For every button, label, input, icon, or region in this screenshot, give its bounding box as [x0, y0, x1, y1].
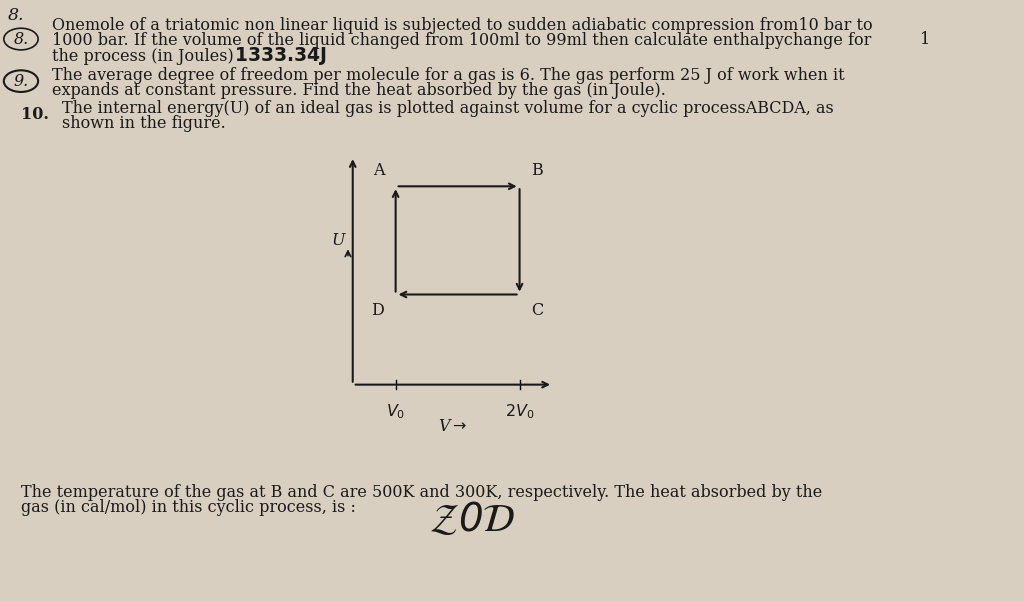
Text: 10.: 10.: [20, 106, 49, 123]
Text: V$\rightarrow$: V$\rightarrow$: [438, 418, 468, 435]
Text: D: D: [372, 302, 384, 319]
Text: $2V_0$: $2V_0$: [505, 403, 535, 421]
Text: The temperature of the gas at B and C are 500K and 300K, respectively. The heat : The temperature of the gas at B and C ar…: [20, 484, 822, 501]
Text: expands at constant pressure. Find the heat absorbed by the gas (in Joule).: expands at constant pressure. Find the h…: [52, 82, 667, 99]
Text: 8.: 8.: [13, 31, 29, 47]
Text: 1000 bar. If the volume of the liquid changed from 100ml to 99ml then calculate : 1000 bar. If the volume of the liquid ch…: [52, 32, 871, 49]
Text: shown in the figure.: shown in the figure.: [62, 115, 225, 132]
Text: A: A: [373, 162, 384, 179]
Text: 1: 1: [920, 31, 930, 47]
Text: the process (in Joules): the process (in Joules): [52, 48, 234, 65]
Text: C: C: [531, 302, 544, 319]
Text: $V_0$: $V_0$: [386, 403, 406, 421]
Text: The average degree of freedom per molecule for a gas is 6. The gas perform 25 J : The average degree of freedom per molecu…: [52, 67, 845, 84]
Text: gas (in cal/mol) in this cyclic process, is :: gas (in cal/mol) in this cyclic process,…: [20, 499, 356, 516]
Text: Onemole of a triatomic non linear liquid is subjected to sudden adiabatic compre: Onemole of a triatomic non linear liquid…: [52, 17, 873, 34]
Text: B: B: [531, 162, 543, 179]
Text: The internal energy(U) of an ideal gas is plotted against volume for a cyclic pr: The internal energy(U) of an ideal gas i…: [62, 100, 834, 117]
Text: 8.: 8.: [7, 7, 25, 23]
Text: $\mathbf{1333.34 J}$: $\mathbf{1333.34 J}$: [233, 46, 327, 67]
Text: 9.: 9.: [13, 73, 29, 90]
Text: U: U: [332, 232, 345, 249]
Text: $\mathcal{Z}$0$\mathcal{D}$: $\mathcal{Z}$0$\mathcal{D}$: [429, 501, 516, 539]
